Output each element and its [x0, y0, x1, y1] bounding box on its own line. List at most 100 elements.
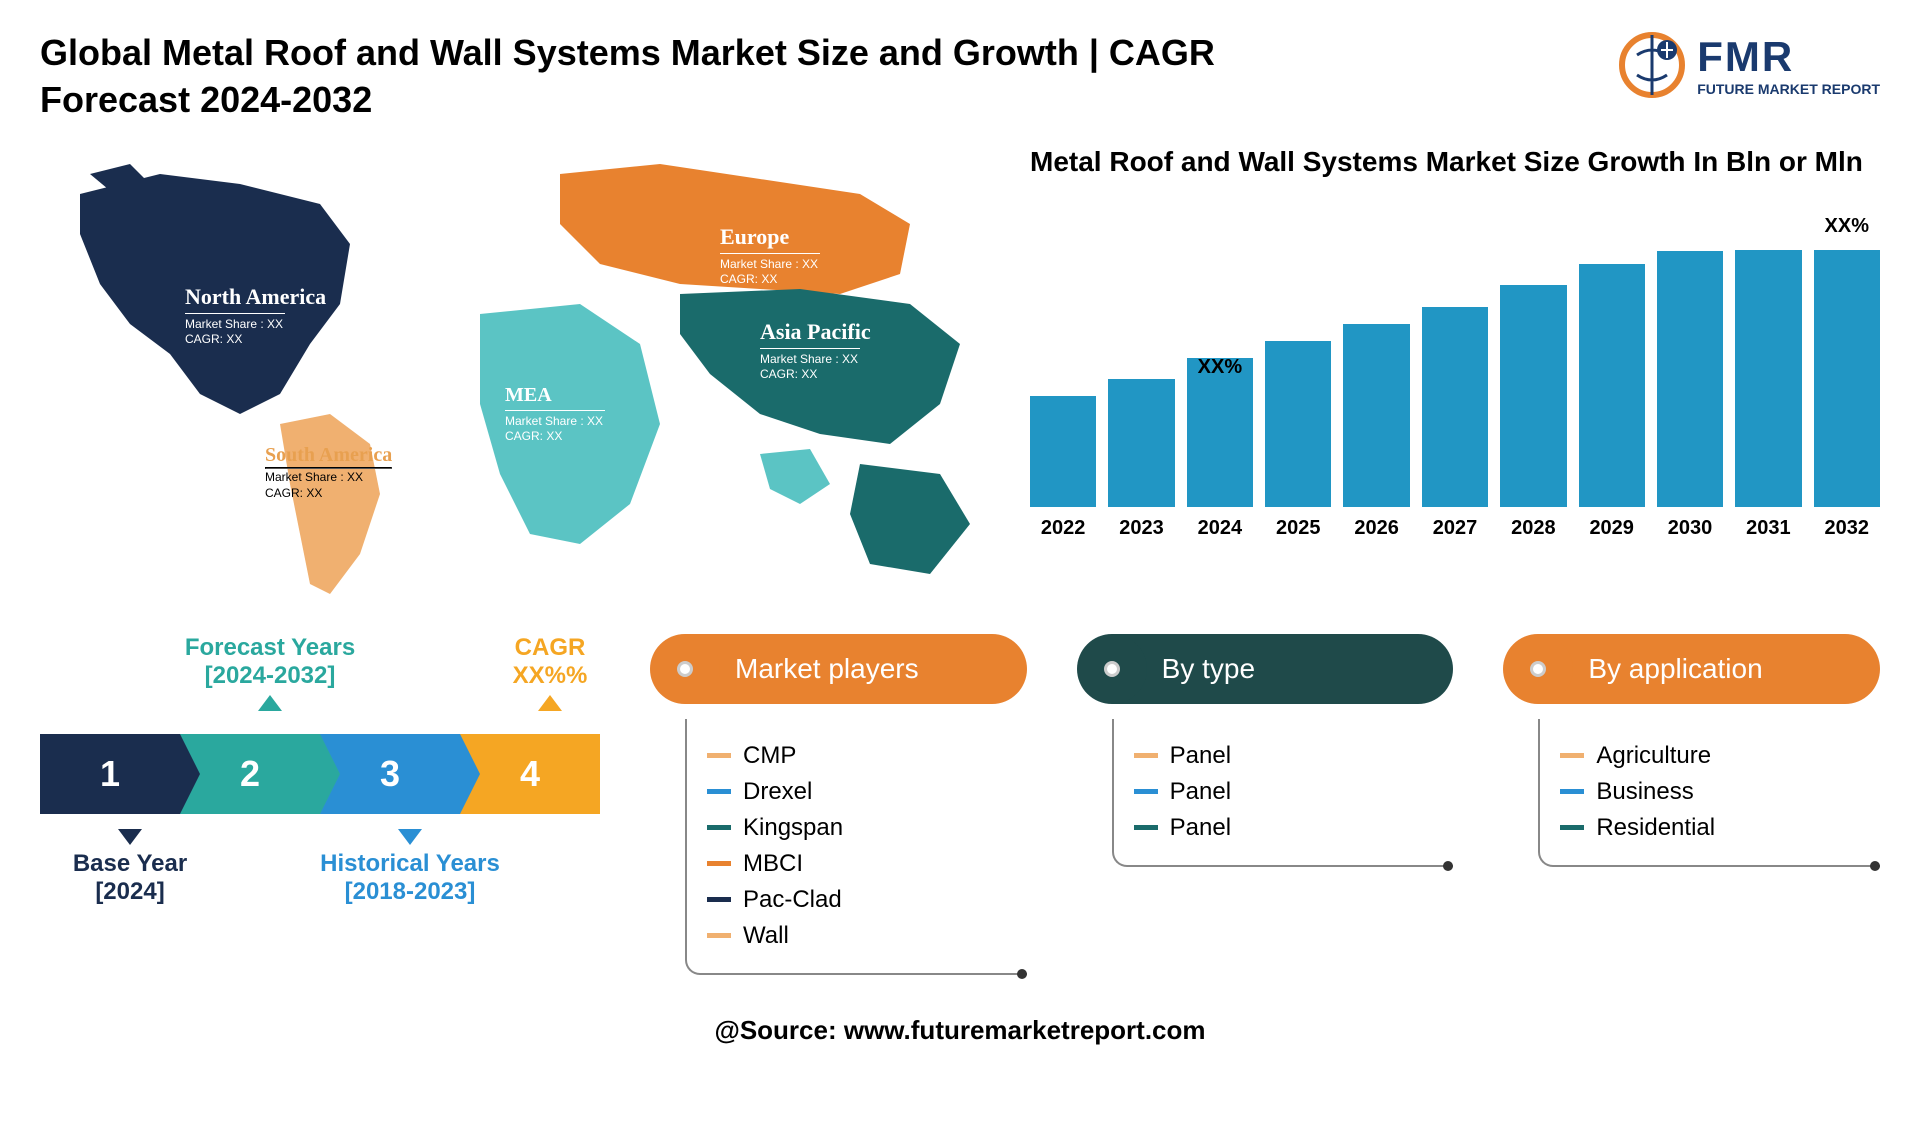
item-label: Pac-Clad [743, 886, 842, 914]
category-market-players: Market players CMP Drexel Kingspan MBCI Pac-… [650, 634, 1027, 975]
item-marker [1134, 825, 1158, 830]
category-item: Agriculture [1560, 742, 1880, 770]
bar-rect [1500, 285, 1566, 507]
globe-icon [1617, 30, 1687, 100]
bar-rect [1814, 250, 1880, 507]
tl-label-title: CAGR [460, 634, 640, 662]
item-label: Kingspan [743, 814, 843, 842]
bar-rect [1422, 307, 1488, 507]
bar-2024: XX% 2024 [1187, 250, 1253, 540]
item-label: Wall [743, 922, 789, 950]
category-item: CMP [707, 742, 1027, 770]
category-header: By application [1503, 634, 1880, 704]
region-name: North America [185, 284, 326, 310]
item-label: Drexel [743, 778, 812, 806]
category-header: Market players [650, 634, 1027, 704]
tl-label-title: Forecast Years [180, 634, 360, 662]
arrow-up-icon [258, 695, 282, 711]
bar-2023: 2023 [1108, 250, 1174, 540]
bar-year-label: 2023 [1119, 517, 1164, 540]
item-marker [707, 789, 731, 794]
item-marker [1560, 825, 1584, 830]
item-label: Panel [1170, 742, 1231, 770]
world-map: North America Market Share : XXCAGR: XXS… [40, 144, 990, 604]
tl-label-sub: [2018-2023] [320, 878, 500, 906]
category-circle-icon [1077, 634, 1147, 704]
bar-2022: 2022 [1030, 250, 1096, 540]
bar-year-label: 2022 [1041, 517, 1086, 540]
category-by-application: By application Agriculture Business Reside… [1503, 634, 1880, 975]
arrow-down-icon [398, 829, 422, 845]
timeline-segment-4: 4 [460, 734, 600, 814]
region-name: Asia Pacific [760, 319, 871, 345]
item-label: CMP [743, 742, 796, 770]
item-label: Business [1596, 778, 1693, 806]
category-title: Market players [685, 634, 1027, 704]
categories: Market players CMP Drexel Kingspan MBCI Pac-… [650, 634, 1880, 975]
bar-2026: 2026 [1343, 250, 1409, 540]
category-item: Panel [1134, 814, 1454, 842]
logo-text: FMR [1697, 33, 1880, 81]
category-item: Panel [1134, 778, 1454, 806]
region-name: MEA [505, 384, 605, 407]
category-list: Agriculture Business Residential [1538, 719, 1880, 867]
category-title: By type [1112, 634, 1454, 704]
region-stats: Market Share : XXCAGR: XX [265, 467, 392, 503]
category-circle-icon [650, 634, 720, 704]
region-name: Europe [720, 224, 820, 250]
bar-rect [1030, 396, 1096, 507]
item-marker [707, 753, 731, 758]
source-text: @Source: www.futuremarketreport.com [40, 1015, 1880, 1046]
region-name: South America [265, 444, 392, 467]
bar-year-label: 2032 [1825, 517, 1870, 540]
bar-chart-section: Metal Roof and Wall Systems Market Size … [1030, 144, 1880, 604]
bar-year-label: 2031 [1746, 517, 1791, 540]
category-item: Panel [1134, 742, 1454, 770]
item-marker [1134, 753, 1158, 758]
region-stats: Market Share : XXCAGR: XX [185, 313, 326, 348]
page-title: Global Metal Roof and Wall Systems Marke… [40, 30, 1340, 124]
bar-chart: 2022 2023 XX% 2024 2025 2026 2027 2028 20… [1030, 200, 1880, 540]
bar-2032: XX% 2032 [1814, 250, 1880, 540]
bar-rect [1265, 341, 1331, 507]
category-header: By type [1077, 634, 1454, 704]
category-item: Business [1560, 778, 1880, 806]
category-item: MBCI [707, 850, 1027, 878]
tl-label-title: Historical Years [320, 850, 500, 878]
timeline-segment-3: 3 [320, 734, 460, 814]
item-label: Panel [1170, 778, 1231, 806]
top-row: North America Market Share : XXCAGR: XXS… [40, 144, 1880, 604]
bar-year-label: 2026 [1354, 517, 1399, 540]
bar-rect [1343, 324, 1409, 507]
region-label-asia-pacific: Asia Pacific Market Share : XXCAGR: XX [760, 319, 871, 383]
region-label-north-america: North America Market Share : XXCAGR: XX [185, 284, 326, 348]
bar-year-label: 2027 [1433, 517, 1478, 540]
timeline-label-base-year: Base Year[2024] [40, 824, 220, 906]
category-list: Panel Panel Panel [1112, 719, 1454, 867]
item-label: MBCI [743, 850, 803, 878]
item-marker [1560, 789, 1584, 794]
bar-annotation: XX% [1198, 356, 1242, 379]
category-item: Wall [707, 922, 1027, 950]
item-label: Residential [1596, 814, 1715, 842]
bar-2028: 2028 [1500, 250, 1566, 540]
category-item: Drexel [707, 778, 1027, 806]
category-list: CMP Drexel Kingspan MBCI Pac-Clad Wall [685, 719, 1027, 975]
header: Global Metal Roof and Wall Systems Marke… [40, 30, 1880, 124]
bar-rect [1579, 264, 1645, 507]
timeline-label-forecast-years: Forecast Years[2024-2032] [180, 634, 360, 716]
logo-subtitle: FUTURE MARKET REPORT [1697, 81, 1880, 97]
tl-label-title: Base Year [40, 850, 220, 878]
tl-label-sub: [2024] [40, 878, 220, 906]
bar-2029: 2029 [1579, 250, 1645, 540]
bar-2025: 2025 [1265, 250, 1331, 540]
timeline-segment-2: 2 [180, 734, 320, 814]
bar-year-label: 2029 [1589, 517, 1634, 540]
tl-label-sub: [2024-2032] [180, 662, 360, 690]
region-label-europe: Europe Market Share : XXCAGR: XX [720, 224, 820, 288]
bar-rect [1187, 358, 1253, 507]
category-circle-icon [1503, 634, 1573, 704]
arrow-down-icon [118, 829, 142, 845]
timeline-segment-1: 1 [40, 734, 180, 814]
timeline-label-cagr: CAGRXX%% [460, 634, 640, 716]
